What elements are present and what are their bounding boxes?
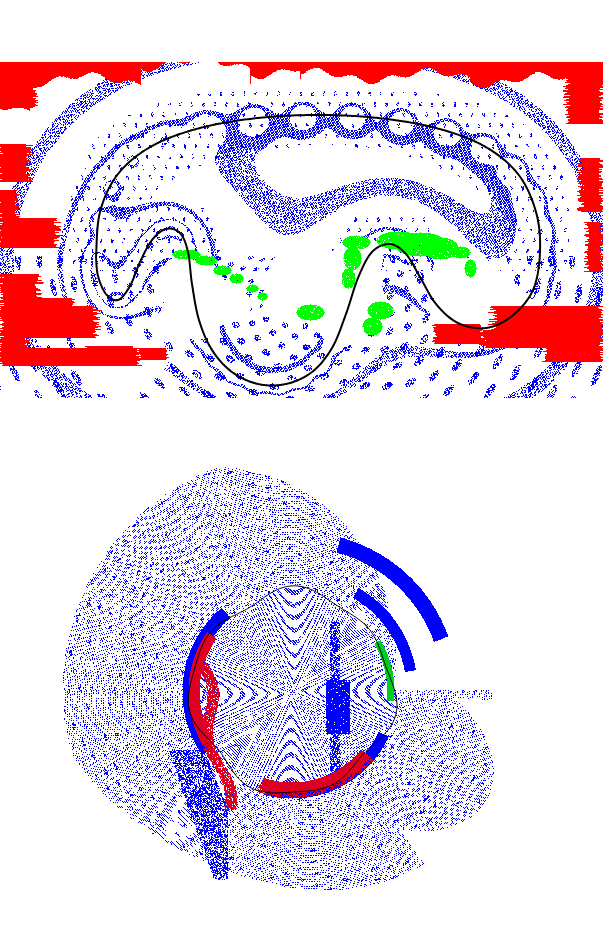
panel-bottom-spiral-plot: [0, 450, 603, 928]
panel-top-canvas: [0, 62, 603, 398]
panel-top-field-plot: [0, 62, 603, 398]
panel-bottom-canvas: [0, 450, 603, 928]
